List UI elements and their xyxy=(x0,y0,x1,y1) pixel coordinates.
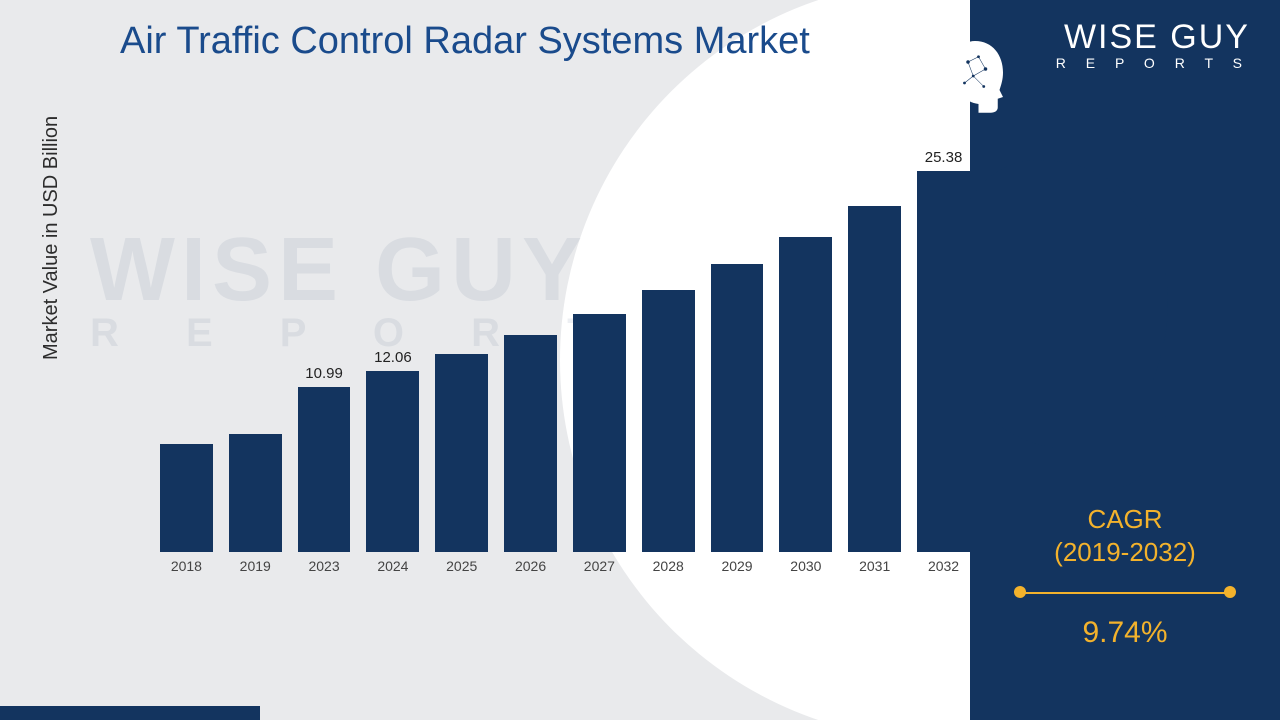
x-tick-label: 2029 xyxy=(711,558,764,574)
bar xyxy=(848,206,901,553)
dot-icon xyxy=(1224,586,1236,598)
x-tick-label: 2024 xyxy=(366,558,419,574)
cagr-divider xyxy=(1020,580,1230,604)
x-tick-label: 2028 xyxy=(642,558,695,574)
bar-slot: 2030 xyxy=(779,215,832,552)
x-tick-label: 2019 xyxy=(229,558,282,574)
x-tick-label: 2023 xyxy=(298,558,351,574)
bar-slot: 10.992023 xyxy=(298,365,351,552)
x-tick-label: 2031 xyxy=(848,558,901,574)
logo-text-sub: R E P O R T S xyxy=(1056,55,1250,71)
bar xyxy=(504,335,557,553)
x-tick-label: 2032 xyxy=(917,558,970,574)
bottom-accent-strip xyxy=(0,706,260,720)
bar-slot: 2027 xyxy=(573,292,626,553)
bar-set: 2018 2019 10.992023 12.062024 2025 2026 2027 20… xyxy=(160,142,970,552)
dot-icon xyxy=(1014,586,1026,598)
infographic-canvas: WISE GUY R E P O R T S Air Traffic Contr… xyxy=(0,0,1280,720)
bar-slot: 12.062024 xyxy=(366,349,419,552)
bar xyxy=(435,354,488,552)
bar-slot: 2018 xyxy=(160,422,213,552)
bar xyxy=(711,264,764,552)
bar xyxy=(779,237,832,552)
bar-slot: 2031 xyxy=(848,184,901,553)
chart-area: 2018201910.99202312.06202420252026202720… xyxy=(75,130,955,580)
y-axis-label: Market Value in USD Billion xyxy=(40,116,63,360)
bar-slot: 2019 xyxy=(229,412,282,553)
bar xyxy=(573,314,626,553)
cagr-period: (2019-2032) xyxy=(1054,537,1196,567)
bar-slot: 2029 xyxy=(711,242,764,552)
bar-slot: 2028 xyxy=(642,268,695,553)
bar-value-label: 10.99 xyxy=(305,365,343,383)
x-tick-label: 2018 xyxy=(160,558,213,574)
bar-value-label: 12.06 xyxy=(374,349,412,367)
bar xyxy=(160,444,213,552)
bar xyxy=(642,290,695,553)
cagr-label: CAGR (2019-2032) xyxy=(990,503,1260,568)
x-tick-label: 2027 xyxy=(573,558,626,574)
x-tick-label: 2025 xyxy=(435,558,488,574)
bar xyxy=(917,171,970,552)
x-tick-label: 2026 xyxy=(504,558,557,574)
brand-logo: WISE GUY R E P O R T S xyxy=(1056,18,1250,71)
cagr-block: CAGR (2019-2032) 9.74% xyxy=(990,503,1260,650)
chart-title: Air Traffic Control Radar Systems Market xyxy=(120,20,810,64)
bar xyxy=(229,434,282,553)
x-tick-label: 2030 xyxy=(779,558,832,574)
logo-text-main: WISE GUY xyxy=(1056,18,1250,57)
bar xyxy=(366,371,419,552)
head-icon xyxy=(940,36,1010,116)
bar xyxy=(298,387,351,552)
bar-slot: 25.382032 xyxy=(917,149,970,552)
bar-slot: 2026 xyxy=(504,313,557,553)
bar-value-label: 25.38 xyxy=(925,149,963,167)
bar-slot: 2025 xyxy=(435,332,488,552)
cagr-value: 9.74% xyxy=(990,616,1260,650)
cagr-text: CAGR xyxy=(1087,504,1162,534)
